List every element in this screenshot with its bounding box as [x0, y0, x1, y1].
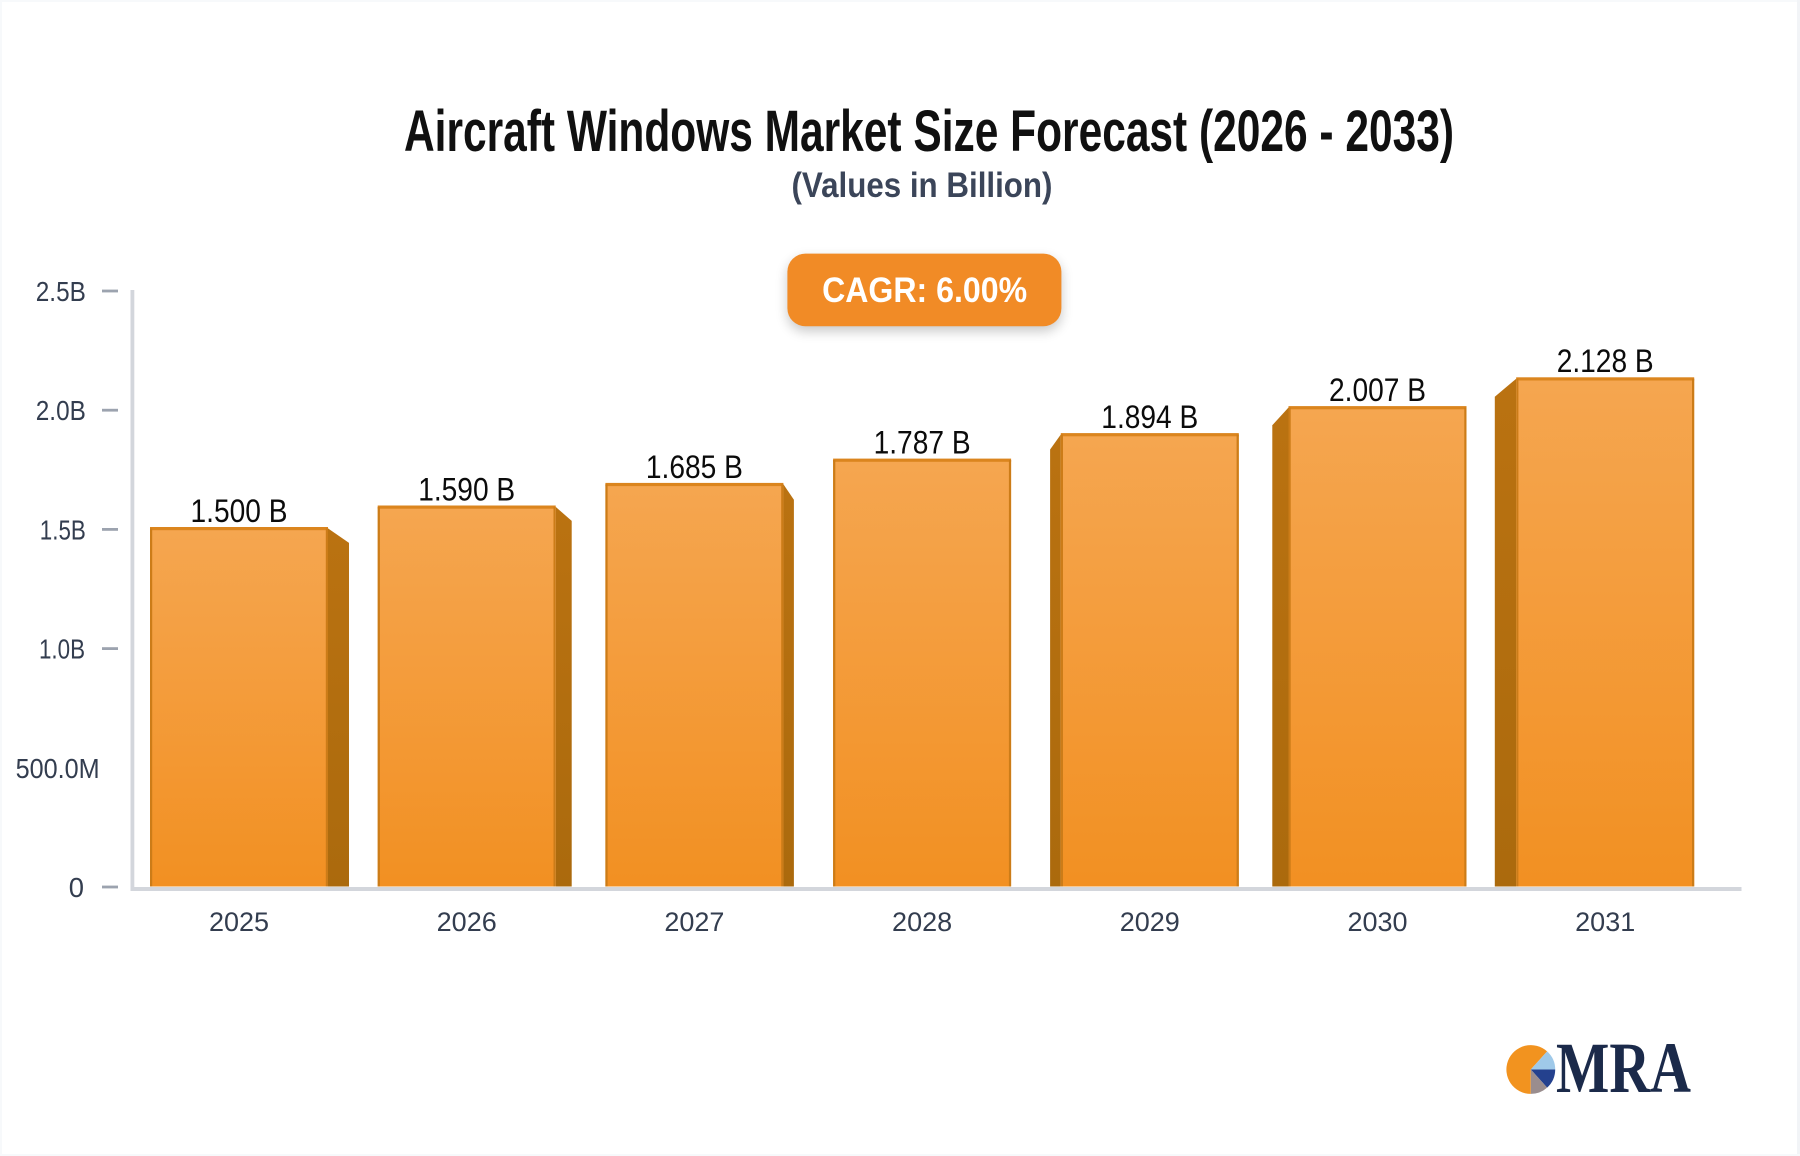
svg-text:1.5B: 1.5B: [40, 514, 86, 545]
svg-text:2027: 2027: [664, 907, 724, 937]
svg-text:(Values in Billion): (Values in Billion): [792, 166, 1053, 205]
svg-text:2.5B: 2.5B: [36, 276, 86, 307]
svg-text:2.007 B: 2.007 B: [1329, 372, 1426, 408]
svg-text:2031: 2031: [1575, 907, 1635, 937]
svg-text:2.128 B: 2.128 B: [1557, 343, 1654, 379]
svg-text:500.0M: 500.0M: [16, 753, 100, 784]
svg-text:2026: 2026: [437, 907, 497, 937]
svg-text:MRA: MRA: [1556, 1027, 1691, 1108]
svg-text:Aircraft Windows Market Size F: Aircraft Windows Market Size Forecast (2…: [404, 99, 1454, 164]
svg-text:2025: 2025: [209, 907, 269, 937]
svg-text:2029: 2029: [1120, 907, 1180, 937]
svg-text:1.685 B: 1.685 B: [646, 449, 743, 485]
svg-text:2028: 2028: [892, 907, 952, 937]
svg-text:CAGR: 6.00%: CAGR: 6.00%: [822, 271, 1027, 310]
svg-text:2.0B: 2.0B: [36, 395, 86, 426]
svg-text:1.787 B: 1.787 B: [874, 425, 971, 461]
svg-text:1.590 B: 1.590 B: [418, 471, 515, 507]
svg-text:1.0B: 1.0B: [39, 634, 85, 665]
svg-text:0: 0: [69, 872, 84, 903]
svg-text:2030: 2030: [1347, 907, 1407, 937]
svg-text:1.894 B: 1.894 B: [1101, 399, 1198, 435]
svg-text:1.500 B: 1.500 B: [191, 493, 288, 529]
